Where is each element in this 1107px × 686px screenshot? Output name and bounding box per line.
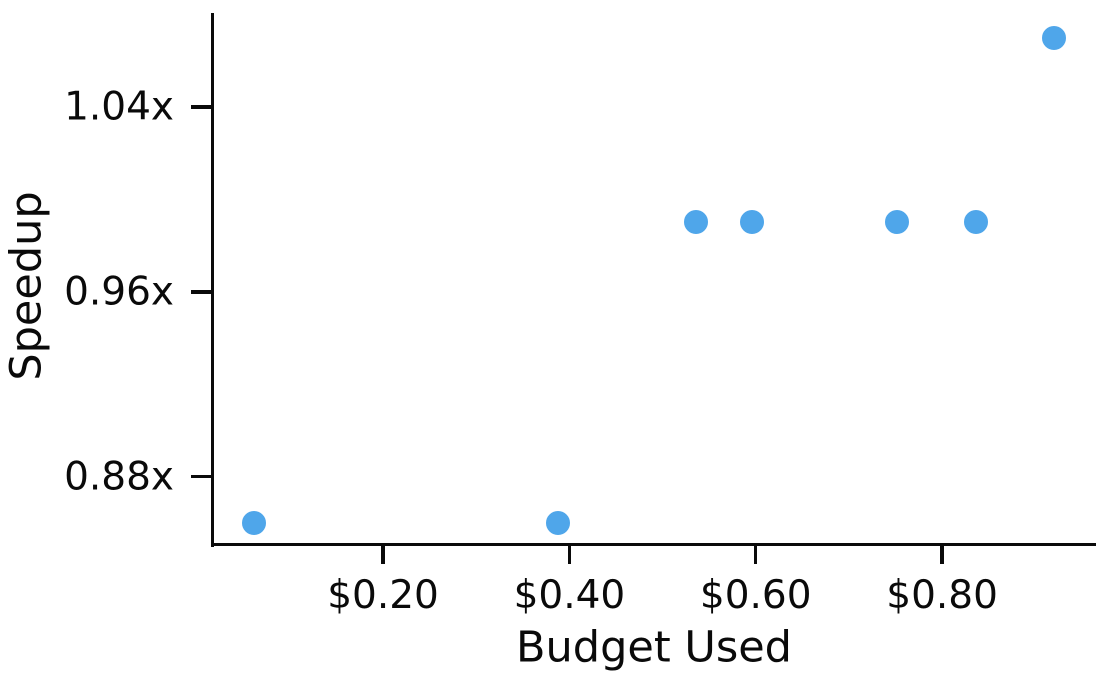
scatter-point bbox=[961, 208, 990, 237]
scatter-point bbox=[883, 208, 912, 237]
x-axis-tick bbox=[753, 546, 758, 564]
y-axis-tick-label: 0.88x bbox=[64, 454, 174, 500]
x-axis-tick-label: $0.80 bbox=[886, 573, 998, 618]
y-axis-tick bbox=[191, 290, 211, 294]
x-axis-tick bbox=[940, 546, 944, 564]
x-axis-label: Budget Used bbox=[516, 622, 792, 673]
scatter-point bbox=[544, 508, 573, 537]
scatter-point bbox=[682, 208, 711, 237]
x-axis-tick-label: $0.20 bbox=[327, 573, 439, 618]
scatter-point bbox=[738, 208, 766, 237]
scatter-point bbox=[239, 508, 268, 537]
y-axis-tick-label: 0.96x bbox=[64, 269, 174, 315]
y-axis-spine bbox=[211, 13, 214, 547]
x-axis-tick bbox=[381, 546, 385, 564]
scatter-point bbox=[1039, 23, 1068, 52]
x-axis-tick-label: $0.40 bbox=[513, 573, 626, 618]
y-axis-tick bbox=[191, 105, 211, 109]
x-axis-tick-label: $0.60 bbox=[699, 573, 812, 618]
x-axis-tick bbox=[567, 546, 572, 564]
y-axis-tick bbox=[191, 474, 211, 479]
x-axis-spine bbox=[211, 543, 1096, 546]
y-axis-tick-label: 1.04x bbox=[64, 84, 174, 130]
